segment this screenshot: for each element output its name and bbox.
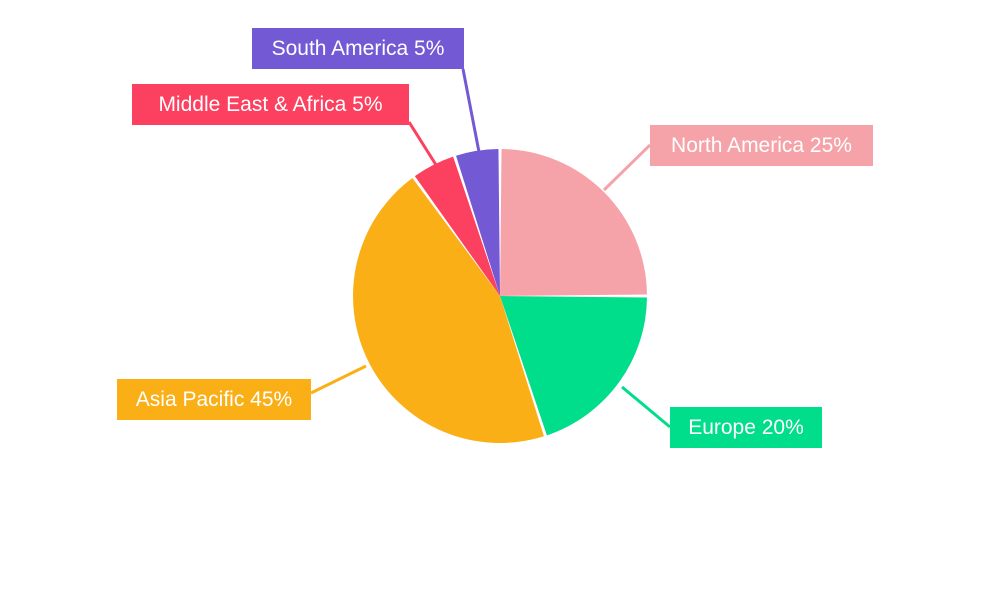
pie-slices-group — [353, 149, 647, 443]
pie-label-europe[interactable]: Europe 20% — [670, 407, 822, 448]
leader-line-north_america — [602, 143, 652, 192]
pie-slice-south_america[interactable] — [456, 149, 500, 296]
leader-line-south_america — [461, 68, 481, 153]
pie-label-text-europe: Europe 20% — [688, 415, 804, 439]
pie-slice-middle_east_africa[interactable] — [414, 156, 500, 296]
pie-label-middle_east_africa[interactable]: Middle East & Africa 5% — [132, 84, 409, 125]
pie-label-text-north_america: North America 25% — [671, 133, 852, 157]
pie-slice-asia_pacific[interactable] — [353, 177, 544, 443]
pie-label-text-middle_east_africa: Middle East & Africa 5% — [158, 92, 383, 116]
pie-slice-europe[interactable] — [500, 296, 647, 436]
pie-label-asia_pacific[interactable]: Asia Pacific 45% — [117, 379, 311, 420]
pie-label-south_america[interactable]: South America 5% — [252, 28, 464, 69]
pie-label-text-asia_pacific: Asia Pacific 45% — [135, 387, 293, 411]
pie-label-text-south_america: South America 5% — [271, 36, 445, 60]
leader-line-europe — [621, 385, 671, 429]
pie-slice-north_america[interactable] — [500, 149, 647, 296]
leader-line-asia_pacific — [310, 364, 367, 395]
pie-label-north_america[interactable]: North America 25% — [650, 125, 873, 166]
